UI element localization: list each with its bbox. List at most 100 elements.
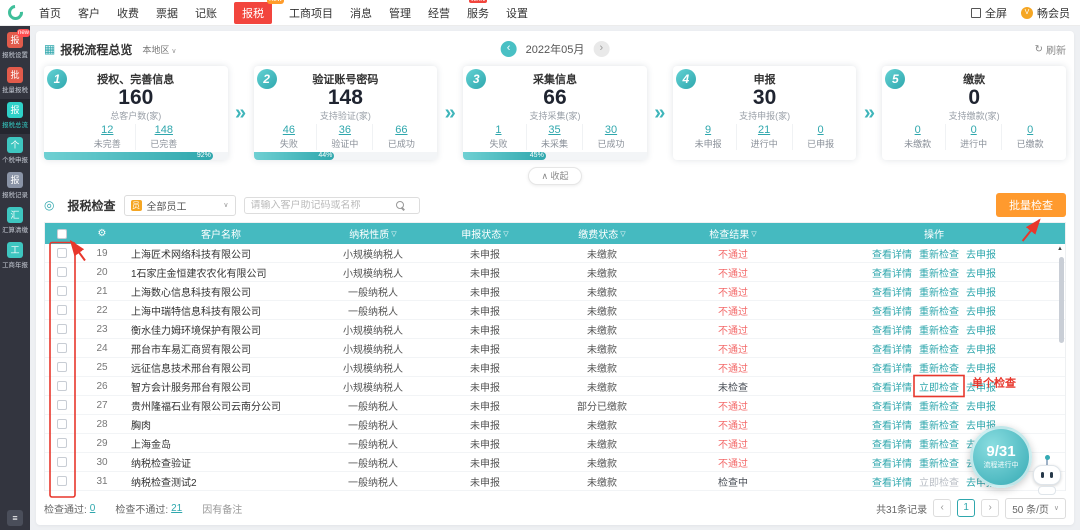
- region-filter-select[interactable]: 本地区 ∨: [142, 43, 176, 56]
- filter-icon[interactable]: ▽: [391, 230, 397, 238]
- view-detail-link[interactable]: 查看详情: [872, 306, 912, 318]
- menu-item-1[interactable]: 首页: [39, 5, 61, 21]
- go-declare-link[interactable]: 去申报: [966, 477, 996, 489]
- menu-item-5[interactable]: 记账: [195, 5, 217, 21]
- menu-item-6[interactable]: 报税new: [234, 0, 284, 24]
- filter-icon[interactable]: ▽: [751, 230, 757, 238]
- check-link[interactable]: 重新检查: [919, 268, 959, 280]
- stat-count-link[interactable]: 0: [914, 124, 921, 137]
- menu-item-8[interactable]: 消息: [350, 5, 372, 21]
- view-detail-link[interactable]: 查看详情: [872, 268, 912, 280]
- stat-count-link[interactable]: 21: [757, 124, 771, 137]
- row-checkbox[interactable]: [57, 305, 67, 315]
- next-page-button[interactable]: ›: [981, 499, 1000, 517]
- member-button[interactable]: V 畅会员: [1021, 5, 1070, 21]
- go-declare-link[interactable]: 去申报: [966, 268, 996, 280]
- view-detail-link[interactable]: 查看详情: [872, 287, 912, 299]
- go-declare-link[interactable]: 去申报: [966, 363, 996, 375]
- row-checkbox[interactable]: [57, 343, 67, 353]
- view-detail-link[interactable]: 查看详情: [872, 458, 912, 470]
- row-checkbox[interactable]: [57, 267, 67, 277]
- menu-item-3[interactable]: 收费: [117, 5, 139, 21]
- stat-count-link[interactable]: 36: [338, 124, 352, 137]
- stat-count-link[interactable]: 0: [1027, 124, 1034, 137]
- refresh-button[interactable]: ↻ 刷新: [1035, 42, 1066, 57]
- app-logo-icon[interactable]: [4, 1, 27, 24]
- go-declare-link[interactable]: 去申报: [966, 249, 996, 261]
- go-declare-link[interactable]: 去申报: [966, 325, 996, 337]
- check-link[interactable]: 重新检查: [919, 458, 959, 470]
- gear-icon[interactable]: ⚙: [97, 228, 107, 239]
- scrollbar-thumb[interactable]: [1059, 257, 1064, 343]
- menu-item-4[interactable]: 票据: [156, 5, 178, 21]
- sidebar-item-7[interactable]: 工工商年报: [0, 239, 30, 274]
- stat-count-link[interactable]: 0: [817, 124, 824, 137]
- stat-count-link[interactable]: 0: [970, 124, 977, 137]
- sidebar-item-6[interactable]: 汇汇算清缴: [0, 204, 30, 239]
- check-link[interactable]: 重新检查: [919, 363, 959, 375]
- row-checkbox[interactable]: [57, 381, 67, 391]
- sidebar-item-2[interactable]: 批批量报税: [0, 64, 30, 99]
- next-month-button[interactable]: ›: [593, 41, 610, 57]
- stat-count-link[interactable]: 46: [282, 124, 296, 137]
- menu-item-9[interactable]: 管理: [389, 5, 411, 21]
- scroll-up-icon[interactable]: ▲: [1057, 246, 1063, 252]
- stat-count-link[interactable]: 35: [548, 124, 561, 137]
- stat-count-link[interactable]: 12: [101, 124, 114, 137]
- sidebar-item-4[interactable]: 个个税申报: [0, 134, 30, 169]
- sidebar-item-1[interactable]: 报报税设置 new: [0, 29, 30, 64]
- prev-month-button[interactable]: ‹: [500, 41, 517, 57]
- go-declare-link[interactable]: 去申报: [966, 287, 996, 299]
- batch-check-button[interactable]: 批量检查: [996, 193, 1066, 217]
- menu-item-11[interactable]: 服务报税: [467, 0, 489, 21]
- view-detail-link[interactable]: 查看详情: [872, 344, 912, 356]
- check-link[interactable]: 重新检查: [919, 420, 959, 432]
- view-detail-link[interactable]: 查看详情: [872, 382, 912, 394]
- row-checkbox[interactable]: [57, 324, 67, 334]
- row-checkbox[interactable]: [57, 248, 67, 258]
- collapse-button[interactable]: ∧ 收起: [528, 167, 582, 185]
- row-checkbox[interactable]: [57, 476, 67, 486]
- row-checkbox[interactable]: [57, 400, 67, 410]
- check-link[interactable]: 重新检查: [919, 401, 959, 413]
- check-link[interactable]: 重新检查: [919, 344, 959, 356]
- check-link[interactable]: 重新检查: [919, 249, 959, 261]
- menu-item-2[interactable]: 客户: [78, 5, 100, 21]
- stat-count-link[interactable]: 9: [705, 124, 712, 137]
- row-checkbox[interactable]: [57, 419, 67, 429]
- failed-count-link[interactable]: 21: [171, 502, 183, 514]
- stat-count-link[interactable]: 66: [395, 124, 408, 137]
- row-checkbox[interactable]: [57, 362, 67, 372]
- fullscreen-button[interactable]: 全屏: [971, 5, 1007, 21]
- robot-mascot-icon[interactable]: [1032, 455, 1064, 496]
- progress-mascot[interactable]: 9/31 流程进行中: [970, 426, 1066, 498]
- sidebar-more-button[interactable]: ≡: [0, 507, 30, 530]
- prev-page-button[interactable]: ‹: [933, 499, 952, 517]
- select-all-checkbox[interactable]: [57, 228, 67, 239]
- view-detail-link[interactable]: 查看详情: [872, 401, 912, 413]
- staff-filter-select[interactable]: 员 全部员工 ∨: [123, 194, 236, 216]
- row-checkbox[interactable]: [57, 438, 67, 448]
- sidebar-item-5[interactable]: 报报税记录: [0, 169, 30, 204]
- stat-count-link[interactable]: 148: [154, 124, 173, 137]
- check-link[interactable]: 重新检查: [919, 287, 959, 299]
- row-checkbox[interactable]: [57, 286, 67, 296]
- check-link[interactable]: 立即检查: [919, 382, 959, 394]
- view-detail-link[interactable]: 查看详情: [872, 420, 912, 432]
- search-icon[interactable]: [395, 200, 406, 211]
- go-declare-link[interactable]: 去申报: [966, 382, 996, 394]
- filter-icon[interactable]: ▽: [503, 230, 509, 238]
- passed-count-link[interactable]: 0: [89, 502, 96, 514]
- go-declare-link[interactable]: 去申报: [966, 306, 996, 318]
- row-checkbox[interactable]: [57, 457, 67, 467]
- stat-count-link[interactable]: 1: [495, 124, 502, 137]
- page-number-button[interactable]: 1: [957, 499, 976, 517]
- check-link[interactable]: 重新检查: [919, 306, 959, 318]
- view-detail-link[interactable]: 查看详情: [872, 477, 912, 489]
- view-detail-link[interactable]: 查看详情: [872, 249, 912, 261]
- go-declare-link[interactable]: 去申报: [966, 420, 996, 432]
- view-detail-link[interactable]: 查看详情: [872, 363, 912, 375]
- view-detail-link[interactable]: 查看详情: [872, 325, 912, 337]
- menu-item-7[interactable]: 工商项目: [289, 5, 333, 21]
- table-scrollbar[interactable]: ▲: [1056, 223, 1065, 491]
